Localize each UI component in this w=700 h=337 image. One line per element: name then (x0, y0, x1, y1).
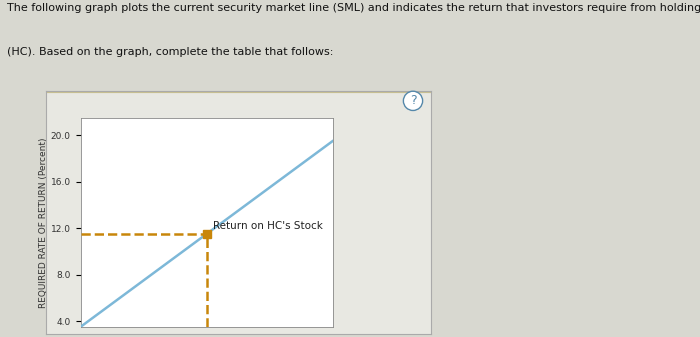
Text: Return on HC's Stock: Return on HC's Stock (213, 221, 323, 232)
Text: (HC). Based on the graph, complete the table that follows:: (HC). Based on the graph, complete the t… (7, 47, 333, 57)
Y-axis label: REQUIRED RATE OF RETURN (Percent): REQUIRED RATE OF RETURN (Percent) (39, 137, 48, 308)
Text: ?: ? (410, 94, 416, 108)
Text: The following graph plots the current security market line (SML) and indicates t: The following graph plots the current se… (7, 3, 700, 13)
